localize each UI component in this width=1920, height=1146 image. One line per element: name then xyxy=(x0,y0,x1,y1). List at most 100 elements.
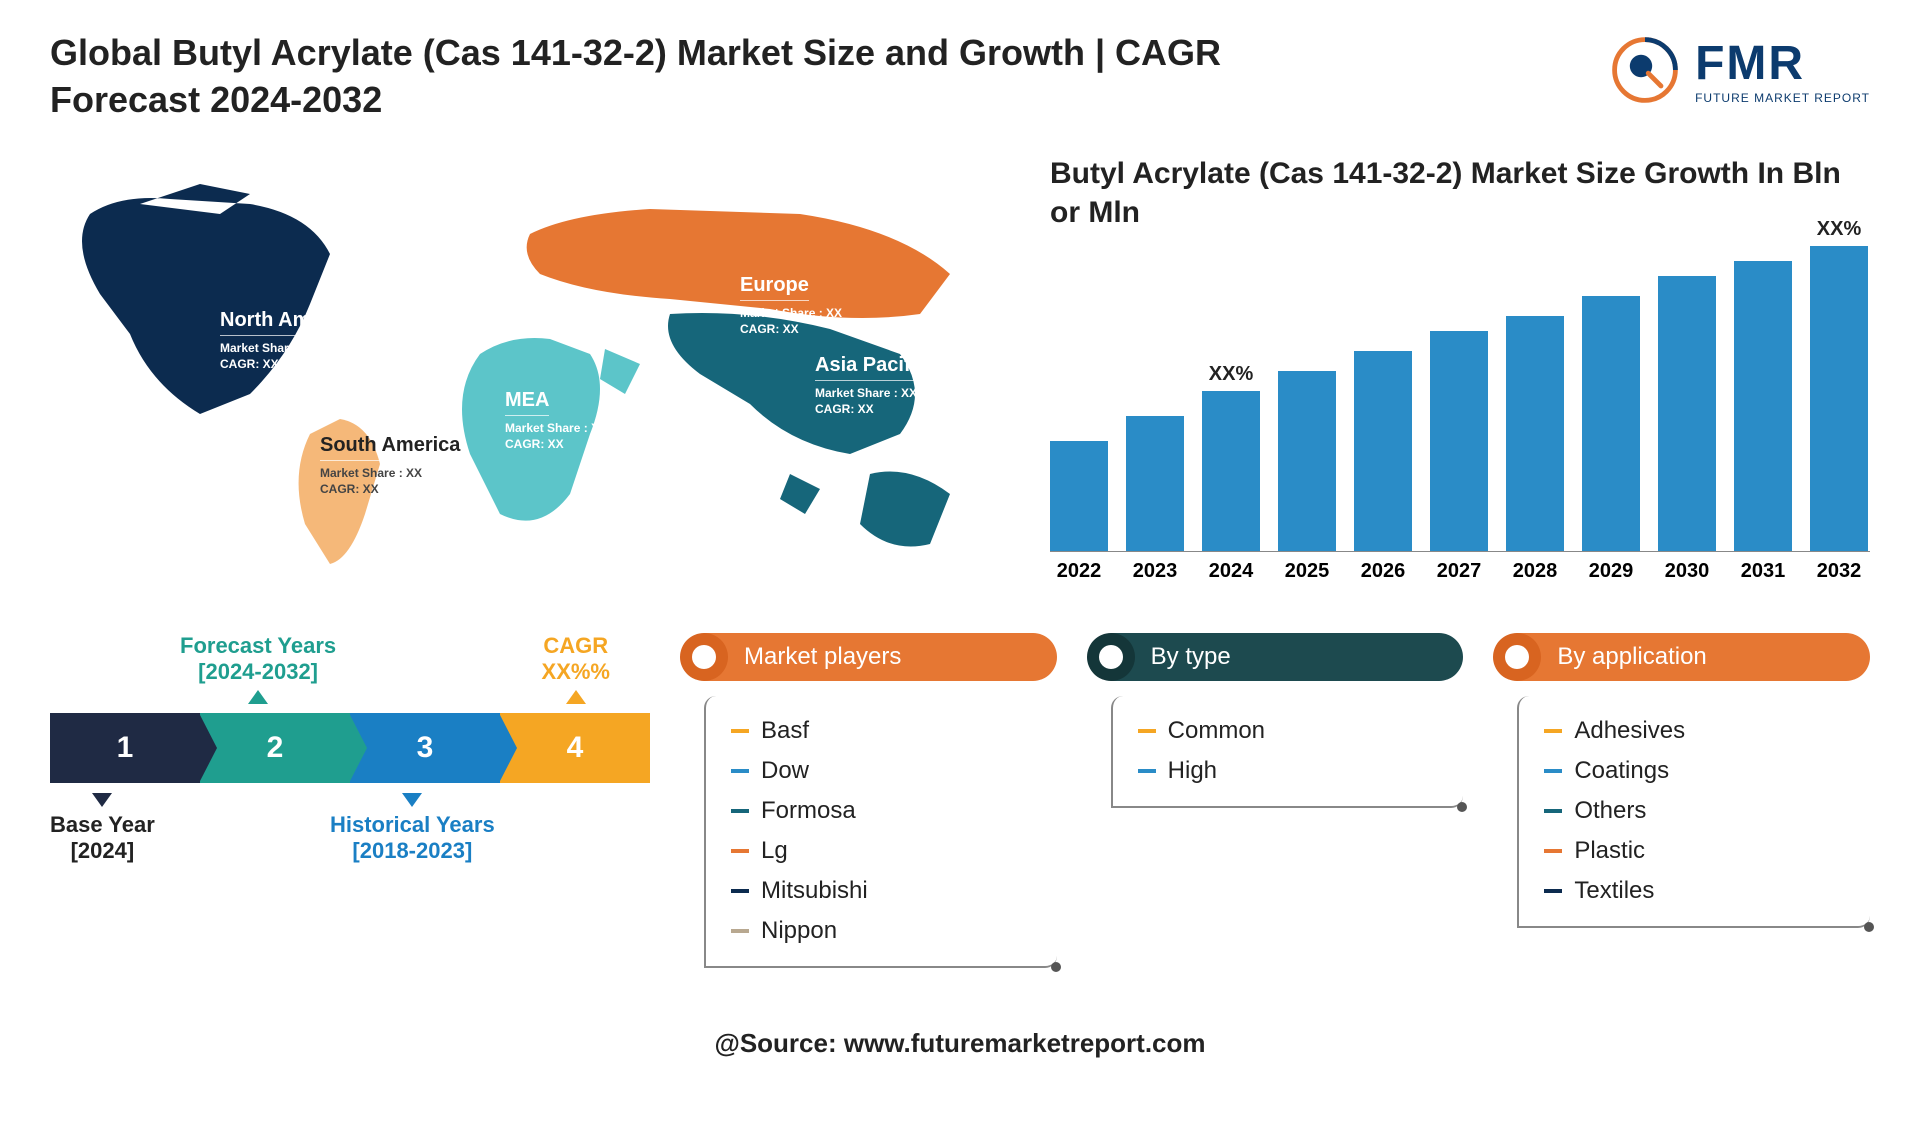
bar-wrap xyxy=(1658,276,1716,551)
bar-wrap: XX% xyxy=(1810,246,1868,551)
list-item: Formosa xyxy=(731,791,1037,831)
category-block: By application Adhesives Coatings Others… xyxy=(1493,633,1870,968)
item-label: Formosa xyxy=(761,797,856,825)
bar xyxy=(1506,316,1564,551)
timeline-bar: 1234 xyxy=(50,713,650,783)
category-block: By type Common High xyxy=(1087,633,1464,968)
region-label-europe: Europe Market Share : XXCAGR: XX xyxy=(740,274,842,339)
page-title: Global Butyl Acrylate (Cas 141-32-2) Mar… xyxy=(50,30,1350,124)
region-stats: Market Share : XXCAGR: XX xyxy=(505,420,607,454)
bar-wrap: XX% xyxy=(1202,391,1260,551)
historical-text: Historical Years xyxy=(330,812,495,838)
logo-text: FMR xyxy=(1695,36,1870,91)
item-label: Common xyxy=(1168,717,1265,745)
item-label: Basf xyxy=(761,717,809,745)
bullet-icon xyxy=(731,889,749,893)
timeline-segment: 4 xyxy=(500,713,650,783)
bar-wrap xyxy=(1278,371,1336,551)
category-title: By type xyxy=(1111,633,1464,681)
category-block: Market players Basf Dow Formosa Lg Mitsu… xyxy=(680,633,1057,968)
list-item: High xyxy=(1138,751,1444,791)
bullet-icon xyxy=(1544,769,1562,773)
bar-annotation: XX% xyxy=(1209,363,1253,386)
bullet-icon xyxy=(1544,849,1562,853)
cagr-value-text: XX%% xyxy=(542,659,610,685)
chart-title: Butyl Acrylate (Cas 141-32-2) Market Siz… xyxy=(1050,154,1870,232)
list-item: Common xyxy=(1138,711,1444,751)
circle-icon xyxy=(680,633,728,681)
bar-wrap xyxy=(1582,296,1640,551)
bar xyxy=(1582,296,1640,551)
list-item: Mitsubishi xyxy=(731,871,1037,911)
bar-year-label: 2026 xyxy=(1354,560,1412,583)
bullet-icon xyxy=(731,769,749,773)
bar-year-label: 2029 xyxy=(1582,560,1640,583)
circle-icon xyxy=(1087,633,1135,681)
region-stats: Market Share : XXCAGR: XX xyxy=(815,385,927,419)
item-label: Others xyxy=(1574,797,1646,825)
region-label-north-america: North America Market Share : XXCAGR: XX xyxy=(220,309,357,374)
bullet-icon xyxy=(731,729,749,733)
region-name: North America xyxy=(220,309,357,336)
bar-year-label: 2023 xyxy=(1126,560,1184,583)
item-label: Plastic xyxy=(1574,837,1645,865)
region-stats: Market Share : XXCAGR: XX xyxy=(740,305,842,339)
bar-year-label: 2031 xyxy=(1734,560,1792,583)
world-map: North America Market Share : XXCAGR: XXS… xyxy=(50,154,1010,574)
region-stats: Market Share : XXCAGR: XX xyxy=(320,465,460,499)
list-item: Lg xyxy=(731,831,1037,871)
bar-wrap xyxy=(1734,261,1792,551)
cagr-text: CAGR xyxy=(542,633,610,659)
region-name: Europe xyxy=(740,274,809,301)
category-header: By type xyxy=(1087,633,1464,681)
bar-year-label: 2024 xyxy=(1202,560,1260,583)
item-label: Nippon xyxy=(761,917,837,945)
triangle-down-icon xyxy=(402,793,422,807)
list-item: Dow xyxy=(731,751,1037,791)
item-label: High xyxy=(1168,757,1217,785)
category-list: Basf Dow Formosa Lg Mitsubishi Nippon xyxy=(704,696,1057,968)
bar xyxy=(1734,261,1792,551)
list-item: Textiles xyxy=(1544,871,1850,911)
bar xyxy=(1354,351,1412,551)
list-item: Nippon xyxy=(731,911,1037,951)
bullet-icon xyxy=(1544,809,1562,813)
item-label: Textiles xyxy=(1574,877,1654,905)
bar xyxy=(1810,246,1868,551)
bar-wrap xyxy=(1126,416,1184,551)
bar-year-label: 2032 xyxy=(1810,560,1868,583)
cagr-label: CAGR XX%% xyxy=(542,633,610,704)
forecast-label: Forecast Years [2024-2032] xyxy=(180,633,336,704)
item-label: Dow xyxy=(761,757,809,785)
triangle-up-icon xyxy=(566,690,586,704)
bar-wrap xyxy=(1354,351,1412,551)
bar xyxy=(1430,331,1488,551)
category-title: Market players xyxy=(704,633,1057,681)
region-stats: Market Share : XXCAGR: XX xyxy=(220,340,357,374)
triangle-up-icon xyxy=(248,690,268,704)
category-list: Adhesives Coatings Others Plastic Textil… xyxy=(1517,696,1870,928)
circle-icon xyxy=(1493,633,1541,681)
category-header: By application xyxy=(1493,633,1870,681)
region-label-south-america: South America Market Share : XXCAGR: XX xyxy=(320,434,460,499)
timeline-segment: 1 xyxy=(50,713,200,783)
bar-x-labels: 2022202320242025202620272028202920302031… xyxy=(1050,560,1870,583)
bar xyxy=(1202,391,1260,551)
timeline-segment: 2 xyxy=(200,713,350,783)
triangle-down-icon xyxy=(92,793,112,807)
bullet-icon xyxy=(731,809,749,813)
historical-range-text: [2018-2023] xyxy=(330,838,495,864)
bar xyxy=(1278,371,1336,551)
logo-subtitle: FUTURE MARKET REPORT xyxy=(1695,91,1870,105)
bar-wrap xyxy=(1430,331,1488,551)
bullet-icon xyxy=(1544,889,1562,893)
header: Global Butyl Acrylate (Cas 141-32-2) Mar… xyxy=(50,30,1870,124)
bullet-icon xyxy=(731,929,749,933)
bullet-icon xyxy=(731,849,749,853)
bar-wrap xyxy=(1506,316,1564,551)
list-item: Plastic xyxy=(1544,831,1850,871)
list-item: Others xyxy=(1544,791,1850,831)
list-item: Adhesives xyxy=(1544,711,1850,751)
bar-year-label: 2030 xyxy=(1658,560,1716,583)
base-year-label: Base Year [2024] xyxy=(50,793,155,864)
